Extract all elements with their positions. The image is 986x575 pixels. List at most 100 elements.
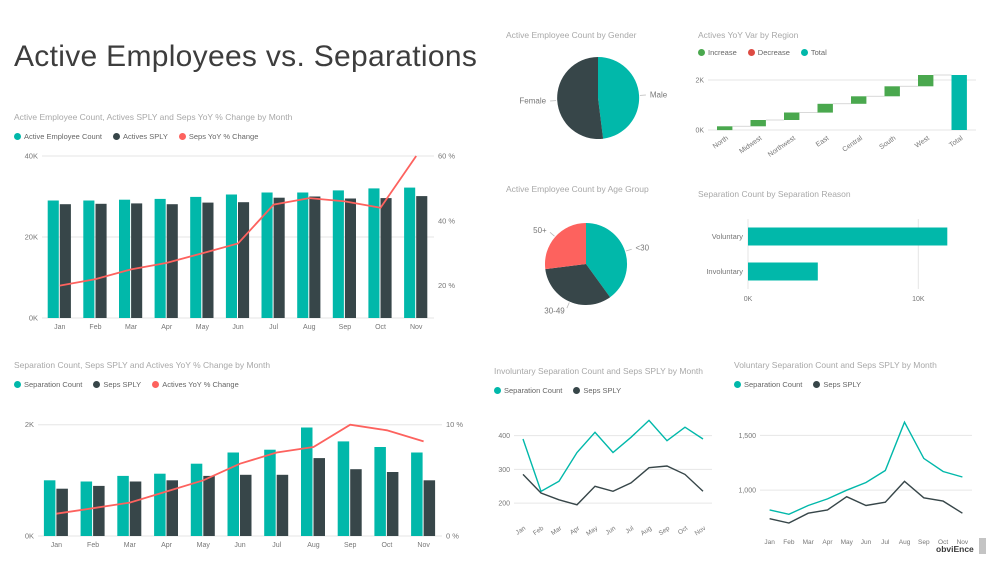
- axis-label: Oct: [375, 324, 386, 331]
- bar[interactable]: [47, 200, 59, 319]
- bar[interactable]: [93, 485, 105, 536]
- bar[interactable]: [59, 204, 71, 318]
- legend-item-seps-yoy-change[interactable]: Seps YoY % Change: [178, 132, 258, 141]
- line-series[interactable]: [522, 419, 704, 493]
- bar[interactable]: [225, 194, 237, 319]
- legend-item-separation-count[interactable]: Separation Count: [14, 380, 82, 389]
- page-title: Active Employees vs. Separations: [14, 40, 478, 73]
- bar[interactable]: [166, 480, 179, 536]
- pie-slice[interactable]: [557, 57, 604, 139]
- bar[interactable]: [119, 199, 131, 318]
- legend-item-separation-count[interactable]: Separation Count: [494, 386, 562, 395]
- voluntary-seps-plot[interactable]: 1,000 1,500 Jan Feb Mar Apr May Jun Jul Aug Sep Oct…: [728, 396, 982, 558]
- line-series[interactable]: [59, 155, 417, 287]
- legend-marker-icon: [494, 386, 501, 394]
- bar-increase[interactable]: [717, 126, 733, 131]
- bar-increase[interactable]: [851, 96, 867, 104]
- legend-item-seps-sply[interactable]: Seps SPLY: [573, 386, 621, 395]
- bar[interactable]: [117, 475, 129, 536]
- legend-item-total[interactable]: Total: [800, 48, 827, 57]
- axis-label: Aug: [303, 324, 316, 331]
- bar-increase[interactable]: [784, 112, 800, 121]
- bar[interactable]: [273, 197, 285, 318]
- legend-item-actives-sply[interactable]: Actives SPLY: [112, 132, 168, 141]
- bar[interactable]: [131, 203, 143, 318]
- bar[interactable]: [240, 474, 252, 536]
- pie-slice[interactable]: [544, 223, 586, 270]
- bar[interactable]: [404, 187, 416, 318]
- bar[interactable]: [238, 202, 250, 318]
- region-waterfall-plot[interactable]: 0K 2K North Midwest Northwest East Central Sout…: [692, 64, 982, 176]
- bar[interactable]: [95, 203, 107, 318]
- pie-slice[interactable]: [586, 222, 628, 298]
- bar-total[interactable]: [951, 75, 967, 130]
- bar[interactable]: [416, 196, 428, 318]
- legend-item-actives-yoy-change[interactable]: Actives YoY % Change: [152, 380, 239, 389]
- pie-slice[interactable]: [545, 264, 611, 306]
- bar-increase[interactable]: [918, 75, 934, 87]
- bar[interactable]: [190, 463, 203, 536]
- bar[interactable]: [154, 198, 166, 318]
- axis-label: Mar: [803, 539, 815, 546]
- legend-item-increase[interactable]: Increase: [698, 48, 737, 57]
- line-series[interactable]: [56, 423, 424, 515]
- card-seps-by-month: Separation Count, Seps SPLY and Actives …: [8, 354, 478, 558]
- legend-item-active-employee-count[interactable]: Active Employee Count: [14, 132, 102, 141]
- bar[interactable]: [368, 188, 380, 318]
- bar[interactable]: [83, 200, 95, 319]
- legend-marker-icon: [734, 380, 741, 388]
- legend-item-seps-sply[interactable]: Seps SPLY: [813, 380, 861, 389]
- axis-label: Mar: [550, 524, 564, 537]
- bar[interactable]: [202, 202, 214, 318]
- bar[interactable]: [313, 458, 326, 536]
- legend-item-separation-count[interactable]: Separation Count: [734, 380, 802, 389]
- involuntary-seps-plot[interactable]: 200 300 400 Jan Feb Mar Apr May Jun Jul Aug Sep Oct N…: [488, 402, 722, 558]
- bar[interactable]: [43, 480, 56, 536]
- bar[interactable]: [748, 227, 948, 246]
- axis-label: 30-49: [544, 306, 565, 315]
- axis-label: Oct: [938, 539, 948, 546]
- bar[interactable]: [332, 190, 344, 318]
- bar-increase[interactable]: [750, 120, 766, 127]
- legend-item-seps-sply[interactable]: Seps SPLY: [93, 380, 141, 389]
- separation-reason-plot[interactable]: 0K 10K Voluntary Involuntary: [692, 203, 982, 313]
- bar[interactable]: [261, 192, 273, 319]
- axis-label: Male: [650, 90, 668, 99]
- bar[interactable]: [411, 452, 423, 537]
- bar[interactable]: [309, 196, 321, 319]
- legend-label: Actives YoY % Change: [162, 379, 239, 389]
- legend-item-decrease[interactable]: Decrease: [747, 48, 790, 57]
- bar[interactable]: [297, 192, 309, 319]
- actives-by-month-plot[interactable]: 0K 20K 40K 20 % 40 % 60 % Jan Feb Mar Apr May Jun Ju…: [8, 148, 470, 338]
- bar-increase[interactable]: [817, 103, 833, 113]
- bar[interactable]: [203, 475, 215, 536]
- bar[interactable]: [190, 196, 202, 318]
- bar[interactable]: [227, 452, 240, 537]
- bar-increase[interactable]: [884, 86, 900, 97]
- bar[interactable]: [337, 441, 350, 536]
- age-pie-plot[interactable]: <30 30-49 50+: [500, 198, 692, 330]
- bar[interactable]: [129, 481, 142, 537]
- line-series[interactable]: [769, 420, 963, 516]
- bar[interactable]: [264, 449, 276, 536]
- seps-by-month-plot[interactable]: 0K 2K 0 % 10 % Jan Feb Mar Apr May Jun Jul Aug Sep Oc…: [8, 396, 478, 558]
- pie-slice[interactable]: [598, 56, 640, 139]
- bar[interactable]: [380, 198, 392, 318]
- bar[interactable]: [748, 262, 818, 281]
- axis-label: Voluntary: [712, 232, 744, 241]
- axis-label: Aug: [307, 542, 320, 549]
- line-series[interactable]: [522, 465, 704, 506]
- bar[interactable]: [386, 472, 399, 536]
- card-separation-reason: Separation Count by Separation Reason 0K…: [692, 183, 982, 313]
- scrollbar-stub[interactable]: [979, 538, 986, 554]
- bar[interactable]: [301, 427, 313, 537]
- chart-title-seps-by-month: Separation Count, Seps SPLY and Actives …: [14, 360, 271, 370]
- gender-pie-plot[interactable]: Male Female: [500, 44, 692, 172]
- bar[interactable]: [350, 469, 362, 536]
- bar[interactable]: [374, 447, 386, 536]
- line-series[interactable]: [769, 480, 963, 524]
- bar[interactable]: [154, 473, 166, 536]
- bar[interactable]: [344, 198, 356, 319]
- bar[interactable]: [276, 474, 289, 536]
- bar[interactable]: [423, 480, 436, 536]
